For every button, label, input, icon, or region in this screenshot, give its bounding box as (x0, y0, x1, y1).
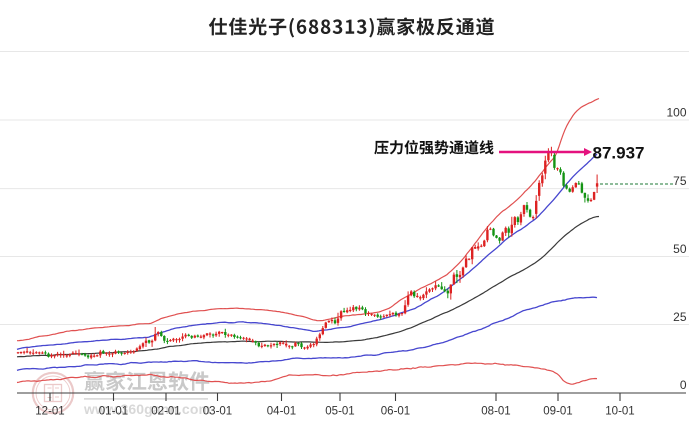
svg-text:08-01: 08-01 (481, 406, 510, 418)
svg-text:04-01: 04-01 (267, 406, 296, 418)
svg-text:www.360gann.com: www.360gann.com (83, 401, 211, 417)
svg-text:25: 25 (673, 310, 687, 324)
svg-text:100: 100 (666, 106, 686, 120)
svg-text:06-01: 06-01 (381, 406, 410, 418)
svg-text:0: 0 (680, 378, 687, 392)
svg-text:05-01: 05-01 (325, 406, 354, 418)
svg-text:03-01: 03-01 (203, 406, 232, 418)
svg-text:50: 50 (673, 242, 687, 256)
svg-text:75: 75 (673, 174, 687, 188)
svg-text:01-01: 01-01 (99, 406, 128, 418)
svg-text:02-01: 02-01 (151, 406, 180, 418)
svg-text:09-01: 09-01 (543, 406, 572, 418)
svg-text:12-01: 12-01 (35, 406, 64, 418)
svg-text:10-01: 10-01 (605, 406, 634, 418)
svg-text:87.937: 87.937 (593, 144, 645, 163)
